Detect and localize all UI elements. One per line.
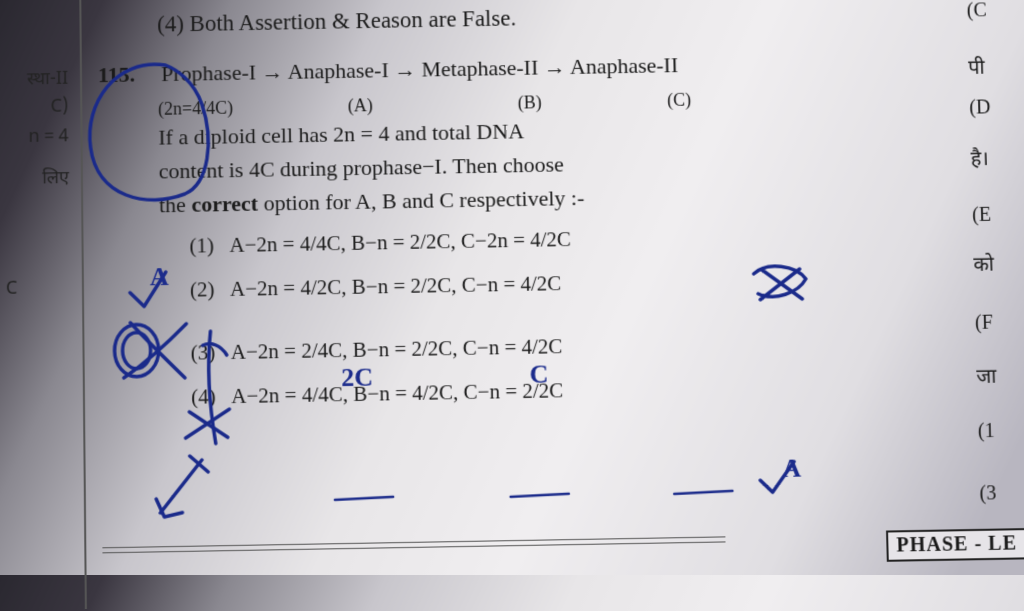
opt-num: (3)	[191, 337, 227, 368]
question-number: 115.	[98, 59, 156, 92]
sub-label-A: (A)	[275, 91, 445, 120]
opt-text: A−2n = 4/4C, B−n = 2/2C, C−2n = 4/2C	[229, 227, 571, 257]
opt-text: A−2n = 2/4C, B−n = 2/2C, C−n = 4/2C	[231, 334, 563, 364]
margin-text: C	[6, 278, 70, 302]
margin-text: (C	[966, 0, 986, 23]
margin-text: है।	[970, 144, 989, 171]
ink-underline-3	[672, 487, 743, 502]
ink-underline-2	[509, 490, 580, 505]
sub-label-B: (B)	[445, 88, 615, 117]
ink-underline-1	[333, 493, 403, 508]
margin-text: जा	[976, 362, 997, 389]
option-1: (1) A−2n = 4/4C, B−n = 2/2C, C−2n = 4/2C	[189, 219, 889, 262]
option-3: (3) A−2n = 2/4C, B−n = 2/2C, C−n = 4/2C	[191, 325, 892, 368]
margin-text: लिए	[5, 168, 69, 192]
answer-options: (1) A−2n = 4/4C, B−n = 2/2C, C−2n = 4/2C…	[189, 219, 893, 413]
margin-text: स्था-II	[4, 69, 68, 93]
ink-arrow-opt4	[142, 453, 233, 535]
margin-text: (D	[969, 96, 991, 119]
right-margin: (C पी (D है। (E को (F जा (1 (3	[960, 0, 1024, 568]
phase-box: PHASE - LE	[886, 528, 1024, 562]
margin-text: पी	[968, 53, 985, 80]
sub-label-2n: (2n=4/4C)	[158, 94, 276, 122]
prev-option-4: (4) Both Assertion & Reason are False.	[157, 0, 884, 41]
margin-text: को	[973, 250, 994, 277]
margin-text: (1	[978, 420, 995, 443]
body-post: option for A, B and C respectively :-	[258, 185, 585, 216]
margin-text: n = 4	[5, 126, 69, 150]
ink-letter-A-right: A	[782, 453, 802, 484]
body-bold: correct	[191, 191, 258, 217]
opt-num: (4)	[191, 381, 227, 412]
column-divider	[79, 0, 87, 609]
margin-text: (E	[972, 204, 991, 227]
option-2: (2) A−2n = 4/2C, B−n = 2/2C, C−n = 4/2C	[190, 263, 890, 306]
question-body: If a diploid cell has 2n = 4 and total D…	[158, 109, 888, 221]
left-margin: स्था-II C) n = 4 लिए C	[0, 9, 78, 585]
margin-text: (3	[979, 482, 996, 505]
opt-text: A−2n = 4/4C, B−n = 4/2C, C−n = 2/2C	[231, 379, 563, 409]
opt-num: (1)	[189, 230, 225, 261]
sub-label-C: (C)	[614, 86, 744, 114]
bottom-rule	[102, 536, 725, 553]
margin-text: (F	[975, 312, 993, 335]
sequence-line: Prophase-I → Anaphase-I → Metaphase-II →…	[161, 53, 678, 87]
opt-text: A−2n = 4/2C, B−n = 2/2C, C−n = 4/2C	[230, 272, 562, 302]
body-pre: the	[159, 192, 192, 217]
ink-tick-right	[752, 455, 803, 502]
opt-num: (2)	[190, 274, 226, 305]
question-content: (4) Both Assertion & Reason are False. 1…	[97, 0, 893, 428]
margin-text: C)	[4, 97, 68, 121]
option-4: (4) A−2n = 4/4C, B−n = 4/2C, C−n = 2/2C	[191, 370, 893, 413]
